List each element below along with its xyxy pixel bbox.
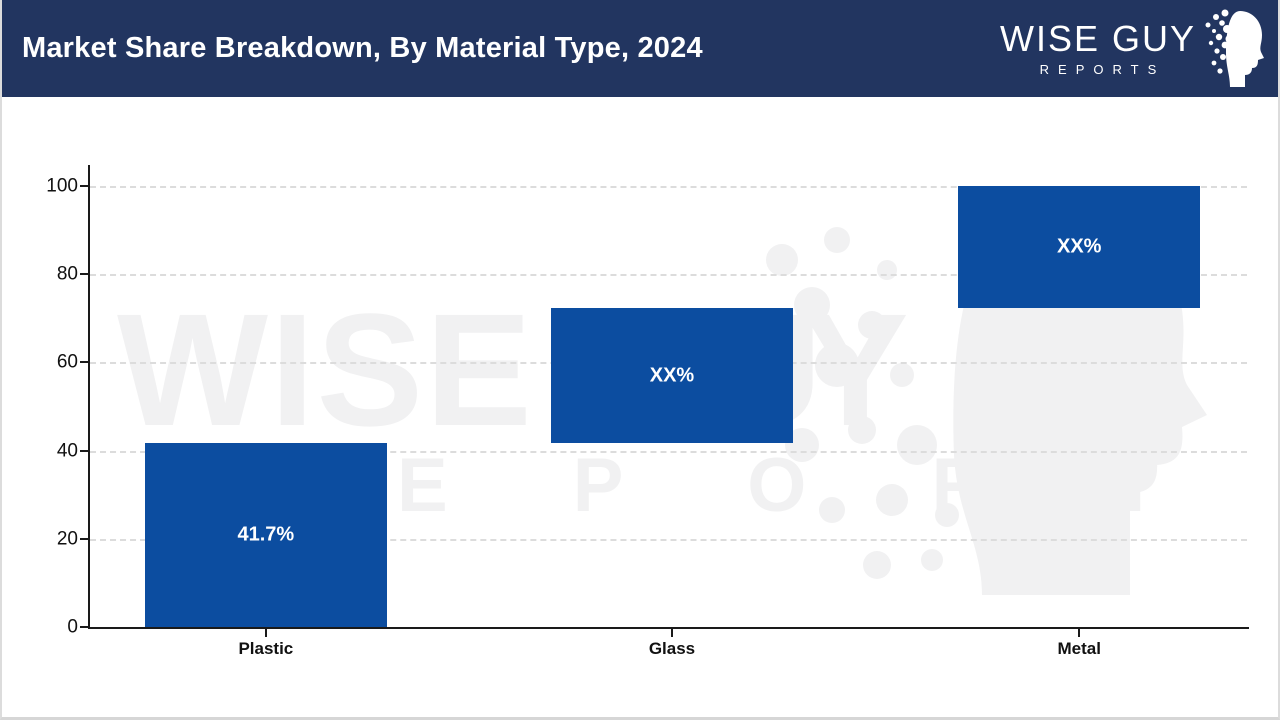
gridline-40 (90, 450, 1247, 453)
bar-metal: XX% (958, 186, 1201, 309)
logo: WISE GUY REPORTS (1000, 9, 1264, 89)
bar-glass: XX% (551, 308, 793, 444)
bar-value-label-metal: XX% (1057, 235, 1102, 258)
bar-value-label-glass: XX% (649, 364, 695, 387)
header: Market Share Breakdown, By Material Type… (2, 0, 1278, 97)
bar-value-label-plastic: 41.7% (237, 523, 295, 546)
x-tick-mark-glass (670, 629, 673, 637)
y-tick-mark-80 (80, 273, 88, 276)
y-tick-mark-60 (80, 361, 88, 364)
y-axis-line (88, 165, 90, 629)
x-category-label-glass: Glass (648, 639, 696, 658)
y-tick-label-80: 80 (56, 263, 78, 285)
watermark-head-icon (740, 223, 1207, 595)
x-tick-mark-plastic (264, 629, 267, 637)
y-tick-label-0: 0 (67, 616, 78, 638)
logo-text: WISE GUY REPORTS (999, 18, 1196, 77)
gridline-20 (90, 538, 1247, 541)
y-tick-mark-100 (80, 185, 88, 187)
logo-head-icon (1205, 9, 1264, 87)
x-axis-line (88, 627, 1249, 629)
logo-wordmark: WISE GUY (999, 18, 1196, 59)
logo-subtitle: REPORTS (1039, 62, 1166, 77)
y-tick-mark-0 (80, 626, 88, 628)
gridline-100 (90, 186, 1247, 188)
y-tick-label-60: 60 (56, 351, 78, 373)
y-tick-mark-40 (80, 449, 88, 452)
y-tick-label-20: 20 (56, 528, 78, 550)
bar-plastic: 41.7% (144, 443, 387, 627)
gridline-80 (90, 274, 1247, 277)
plot-area: 41.7% XX% XX% (90, 165, 1247, 627)
y-tick-label-40: 40 (56, 440, 78, 462)
page-title: Market Share Breakdown, By Material Type… (22, 32, 703, 64)
y-tick-label-100: 100 (46, 175, 78, 197)
x-category-label-metal: Metal (1057, 639, 1101, 658)
x-tick-mark-metal (1078, 629, 1081, 637)
y-tick-mark-20 (80, 537, 88, 540)
x-category-label-plastic: Plastic (238, 639, 294, 658)
